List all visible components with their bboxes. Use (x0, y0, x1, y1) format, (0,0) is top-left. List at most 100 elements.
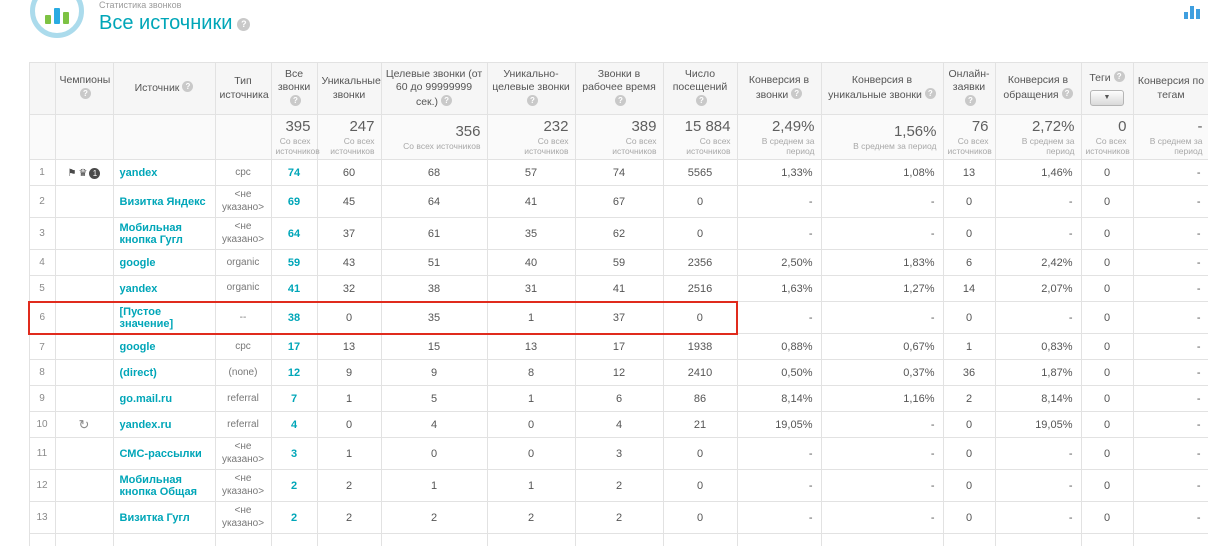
cell-unique_target_calls: 1 (486, 469, 576, 503)
column-header-online_leads: Онлайн-заявки? (942, 62, 996, 115)
table-row: 11 СМС-рассылки <не указано> 3 1 0 0 3 0- -0-0- (28, 437, 1208, 471)
cell-conv_tags: - (1132, 437, 1208, 471)
cell-champions (54, 469, 114, 503)
source-link[interactable]: yandex (119, 166, 158, 179)
cell-conv_calls: 8,14% (736, 385, 822, 413)
summary-value-working_hours_calls: 389 (631, 118, 657, 135)
help-icon[interactable]: ? (182, 81, 194, 93)
cell-num: 10 (28, 411, 56, 439)
all-calls-link[interactable]: 2 (290, 511, 298, 524)
all-calls-link[interactable]: 4 (290, 418, 298, 431)
source-link[interactable]: СМС-рассылки (119, 447, 202, 460)
cell-target_calls: 68 (380, 159, 488, 187)
help-icon[interactable]: ? (290, 94, 301, 106)
source-link[interactable]: Визитка Гугл (119, 511, 190, 524)
cell-num: 9 (28, 385, 56, 413)
all-calls-link[interactable]: 41 (287, 282, 301, 295)
cell-target_calls: 15 (380, 333, 488, 361)
tags-dropdown-button[interactable]: ▼ (1090, 89, 1124, 106)
help-icon[interactable]: ? (237, 18, 251, 31)
cell-champions (54, 501, 114, 535)
source-link[interactable]: Визитка Яндекс (119, 195, 206, 208)
summary-cell-conv_appeals: 2,72% В среднем за период (994, 113, 1082, 161)
all-calls-link[interactable]: 59 (287, 256, 301, 269)
cell-num: 13 (28, 501, 56, 535)
cell-online_leads: 0 (942, 185, 996, 219)
page-title: Все источники? (99, 12, 251, 35)
cell-unique_target_calls: 31 (486, 275, 576, 303)
help-icon[interactable]: ? (965, 94, 976, 106)
all-calls-link[interactable]: 69 (287, 195, 301, 208)
all-calls-link[interactable]: 2 (290, 479, 298, 492)
cell-target_calls: 35 (380, 300, 488, 335)
app-logo[interactable] (30, 0, 84, 38)
cell-online_leads: 1 (942, 333, 996, 361)
source-link[interactable]: Мобильная кнопка Гугл (119, 221, 183, 246)
cell-tags: 0 (1080, 275, 1134, 303)
help-icon[interactable]: ? (924, 88, 936, 99)
source-link[interactable]: Мобильная кнопка Общая (119, 473, 198, 498)
source-link[interactable]: google (119, 341, 156, 354)
help-icon[interactable]: ? (527, 94, 538, 106)
cell-source_type: referral (214, 385, 272, 413)
source-link[interactable]: yandex.ru (119, 418, 172, 431)
all-calls-link[interactable]: 7 (290, 392, 298, 405)
cell-working_hours_calls: 41 (574, 275, 664, 303)
all-calls-link[interactable]: 38 (287, 311, 301, 324)
column-header-conv_appeals: Конверсия в обращения? (994, 62, 1082, 115)
logo-bar-icon (45, 15, 51, 24)
source-link[interactable]: (direct) (119, 366, 157, 379)
source-link[interactable]: go.mail.ru (119, 392, 173, 405)
cell-conv_calls: 19,05% (736, 411, 822, 439)
cell-all_calls: 38 (270, 300, 318, 335)
summary-value-target_calls: 356 (455, 123, 481, 141)
cell-conv_tags: - (1132, 333, 1208, 361)
cell-online_leads: 0 (942, 501, 996, 535)
column-header-conv_tags: Конверсия по тегам (1132, 62, 1208, 115)
column-header-source_type: Тип источника (214, 62, 272, 115)
summary-caption: В среднем за период (1149, 136, 1203, 157)
cell-all_calls: 3 (270, 437, 318, 471)
cell-conv_appeals: 0,83% (994, 333, 1082, 361)
help-icon[interactable]: ? (1113, 71, 1125, 83)
table-row: 4 google organic 59 43 51 40 59 2356 2,50% 1,83% 6 2… (28, 249, 1208, 277)
all-calls-link[interactable]: 64 (287, 227, 301, 240)
cell-unique_target_calls: 0 (486, 411, 576, 439)
table-summary-row: 395 Со всех источников 247 Со всех источник… (28, 113, 1208, 161)
help-icon[interactable]: ? (791, 88, 803, 99)
source-link[interactable]: google (119, 256, 156, 269)
table-row: 9 go.mail.ru referral 7 1 5 1 6 86 8,14% 1,16% 2 8,1… (28, 385, 1208, 413)
cell-visits: 2516 (662, 275, 738, 303)
help-icon[interactable]: ? (80, 88, 91, 99)
cell-source: Мобильная кнопка Общая (112, 469, 216, 503)
summary-value-visits: 15 884 (684, 118, 731, 135)
cell-target_calls: 0 (380, 437, 488, 471)
source-link[interactable]: [Пустое значение] (119, 305, 174, 330)
cell-tags: 0 (1080, 249, 1134, 277)
help-icon[interactable]: ? (441, 94, 453, 106)
summary-caption: В среднем за период (853, 141, 937, 152)
column-label: Теги (1089, 72, 1111, 85)
summary-cell-visits: 15 884 Со всех источников (662, 113, 738, 161)
all-calls-link[interactable]: 12 (287, 366, 301, 379)
column-header-unique_calls: Уникальные звонки (316, 62, 382, 115)
cell-conv_tags: - (1132, 217, 1208, 251)
chart-settings-icon[interactable] (1184, 6, 1200, 19)
all-calls-link[interactable]: 74 (287, 166, 301, 179)
column-header-all_calls: Все звонки? (270, 62, 318, 115)
cell-champions (54, 437, 114, 471)
source-link[interactable]: yandex (119, 282, 158, 295)
cell-target_calls: 2 (380, 501, 488, 535)
summary-value-online_leads: 76 (971, 118, 989, 135)
summary-cell-all_calls: 395 Со всех источников (270, 113, 320, 161)
cell-source_type: (none) (214, 359, 272, 387)
table-row: 2 Визитка Яндекс <не указано> 69 45 64 41 67 0- -… (28, 185, 1208, 219)
cell-conv_unique_calls: - (820, 501, 944, 535)
help-icon[interactable]: ? (615, 94, 626, 106)
all-calls-link[interactable]: 3 (290, 447, 298, 460)
help-icon[interactable]: ? (696, 94, 707, 106)
cell-champions (54, 385, 114, 413)
cell-conv_unique_calls: - (820, 411, 944, 439)
help-icon[interactable]: ? (1061, 88, 1073, 99)
all-calls-link[interactable]: 17 (287, 341, 301, 354)
